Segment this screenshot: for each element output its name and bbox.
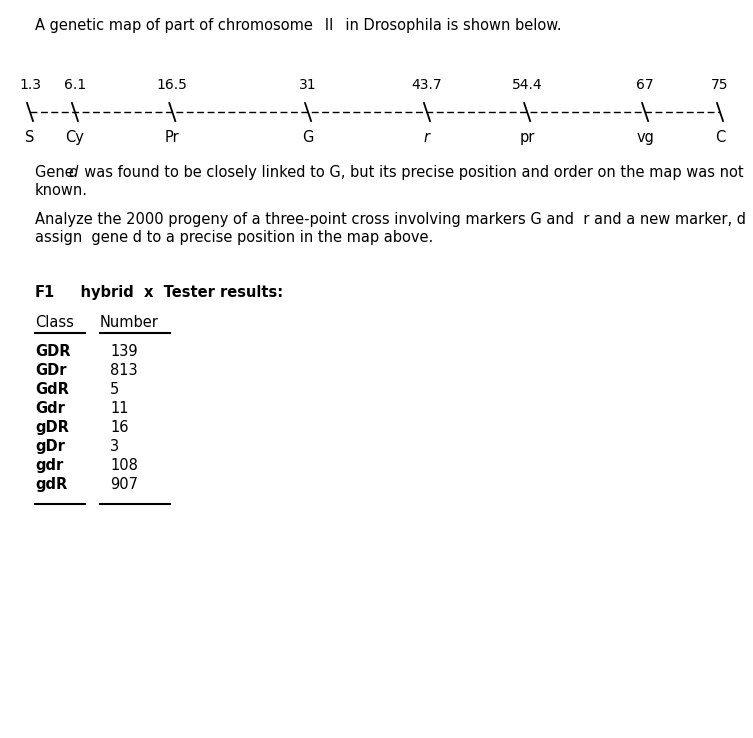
Text: 75: 75 (712, 78, 729, 92)
Text: 54.4: 54.4 (512, 78, 542, 92)
Text: 139: 139 (110, 344, 138, 359)
Text: Analyze the 2000 progeny of a three-point cross involving markers G and  r and a: Analyze the 2000 progeny of a three-poin… (35, 212, 753, 227)
Text: 67: 67 (636, 78, 654, 92)
Text: vg: vg (636, 130, 654, 145)
Text: 43.7: 43.7 (412, 78, 442, 92)
Text: A genetic map of part of chromosome  II  in Drosophila is shown below.: A genetic map of part of chromosome II i… (35, 18, 562, 33)
Text: d: d (68, 165, 78, 180)
Text: hybrid  x  Tester results:: hybrid x Tester results: (60, 285, 283, 300)
Text: 907: 907 (110, 477, 138, 492)
Text: pr: pr (520, 130, 535, 145)
Text: Class: Class (35, 315, 74, 330)
Text: 11: 11 (110, 401, 129, 416)
Text: Gdr: Gdr (35, 401, 65, 416)
Text: 31: 31 (299, 78, 317, 92)
Text: gdR: gdR (35, 477, 67, 492)
Text: C: C (715, 130, 725, 145)
Text: F1: F1 (35, 285, 55, 300)
Text: gDr: gDr (35, 439, 65, 454)
Text: Cy: Cy (66, 130, 84, 145)
Text: known.: known. (35, 183, 88, 198)
Text: Gene: Gene (35, 165, 78, 180)
Text: was found to be closely linked to G, but its precise position and order on the m: was found to be closely linked to G, but… (75, 165, 744, 180)
Text: assign  gene d to a precise position in the map above.: assign gene d to a precise position in t… (35, 230, 433, 245)
Text: gDR: gDR (35, 420, 69, 435)
Text: GdR: GdR (35, 382, 69, 397)
Text: 5: 5 (110, 382, 119, 397)
Text: GDR: GDR (35, 344, 71, 359)
Text: Pr: Pr (165, 130, 180, 145)
Text: 3: 3 (110, 439, 119, 454)
Text: Number: Number (100, 315, 159, 330)
Text: 16: 16 (110, 420, 129, 435)
Text: 6.1: 6.1 (64, 78, 86, 92)
Text: 1.3: 1.3 (19, 78, 41, 92)
Text: 813: 813 (110, 363, 138, 378)
Text: GDr: GDr (35, 363, 66, 378)
Text: S: S (26, 130, 35, 145)
Text: r: r (424, 130, 430, 145)
Text: 16.5: 16.5 (157, 78, 187, 92)
Text: G: G (303, 130, 314, 145)
Text: 108: 108 (110, 458, 138, 473)
Text: gdr: gdr (35, 458, 63, 473)
